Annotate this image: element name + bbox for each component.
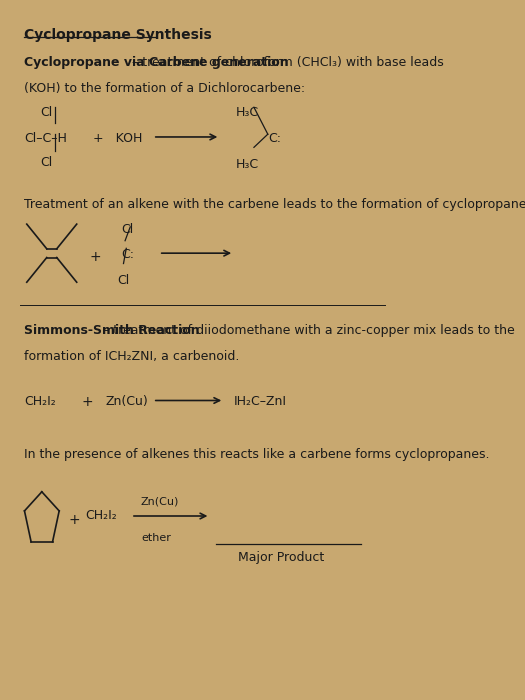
Text: Zn(Cu): Zn(Cu): [141, 496, 180, 507]
Text: H₃C: H₃C: [236, 106, 259, 119]
Text: Cl: Cl: [117, 274, 129, 287]
Text: H₃C: H₃C: [236, 158, 259, 172]
Text: C:: C:: [121, 248, 134, 261]
Text: +: +: [68, 512, 80, 526]
Text: – treatment of diiodomethane with a zinc-copper mix leads to the: – treatment of diiodomethane with a zinc…: [99, 323, 514, 337]
Text: – treatment of chloroform (CHCl₃) with base leads: – treatment of chloroform (CHCl₃) with b…: [128, 56, 444, 69]
Text: Major Product: Major Product: [238, 551, 324, 564]
Text: Cl–C–H: Cl–C–H: [24, 132, 67, 145]
Text: ether: ether: [141, 533, 171, 543]
Text: In the presence of alkenes this reacts like a carbene forms cyclopropanes.: In the presence of alkenes this reacts l…: [24, 448, 489, 461]
Text: +   KOH: + KOH: [93, 132, 143, 145]
Text: Cl: Cl: [40, 106, 52, 119]
Text: (KOH) to the formation of a Dichlorocarbene:: (KOH) to the formation of a Dichlorocarb…: [24, 83, 305, 95]
Text: CH₂I₂: CH₂I₂: [86, 509, 117, 522]
Text: C:: C:: [268, 132, 281, 145]
Text: Cyclopropane Synthesis: Cyclopropane Synthesis: [24, 29, 212, 43]
Text: Simmons-Smith Reaction: Simmons-Smith Reaction: [24, 323, 200, 337]
Text: Treatment of an alkene with the carbene leads to the formation of cyclopropane:: Treatment of an alkene with the carbene …: [24, 198, 525, 211]
Text: Cyclopropane via Carbene generation: Cyclopropane via Carbene generation: [24, 56, 289, 69]
Text: Cl: Cl: [40, 156, 52, 169]
Text: CH₂I₂: CH₂I₂: [24, 395, 56, 408]
Text: +: +: [89, 250, 101, 264]
Text: Cl: Cl: [121, 223, 133, 237]
Text: Zn(Cu): Zn(Cu): [105, 395, 148, 408]
Text: formation of ICH₂ZNI, a carbenoid.: formation of ICH₂ZNI, a carbenoid.: [24, 350, 239, 363]
Text: IH₂C–ZnI: IH₂C–ZnI: [234, 395, 287, 408]
Text: +: +: [81, 395, 93, 409]
